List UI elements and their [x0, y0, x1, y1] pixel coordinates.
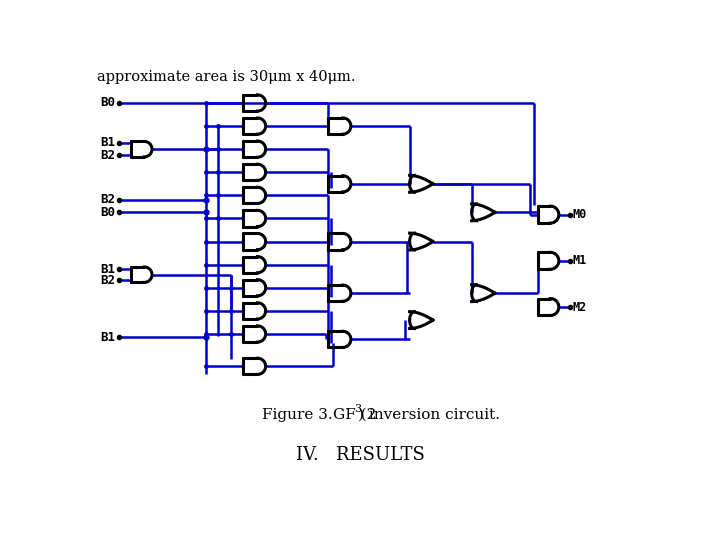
- Text: M2: M2: [573, 300, 587, 313]
- Text: Figure 3.: Figure 3.: [263, 408, 333, 422]
- Text: B0: B0: [100, 206, 115, 219]
- Text: B0: B0: [100, 96, 115, 109]
- Text: approximate area is 30μm x 40μm.: approximate area is 30μm x 40μm.: [97, 70, 356, 84]
- Text: ) inversion circuit.: ) inversion circuit.: [358, 408, 501, 422]
- Text: B2: B2: [100, 194, 115, 206]
- Text: M0: M0: [573, 208, 587, 221]
- Text: B1: B1: [100, 331, 115, 344]
- Text: B2: B2: [100, 273, 115, 287]
- Text: GF (2: GF (2: [333, 408, 376, 422]
- Text: B1: B1: [100, 136, 115, 150]
- Text: B2: B2: [100, 149, 115, 162]
- Text: IV.   RESULTS: IV. RESULTS: [296, 446, 425, 464]
- Text: 3: 3: [354, 404, 361, 414]
- Text: M1: M1: [573, 254, 587, 267]
- Text: B1: B1: [100, 263, 115, 276]
